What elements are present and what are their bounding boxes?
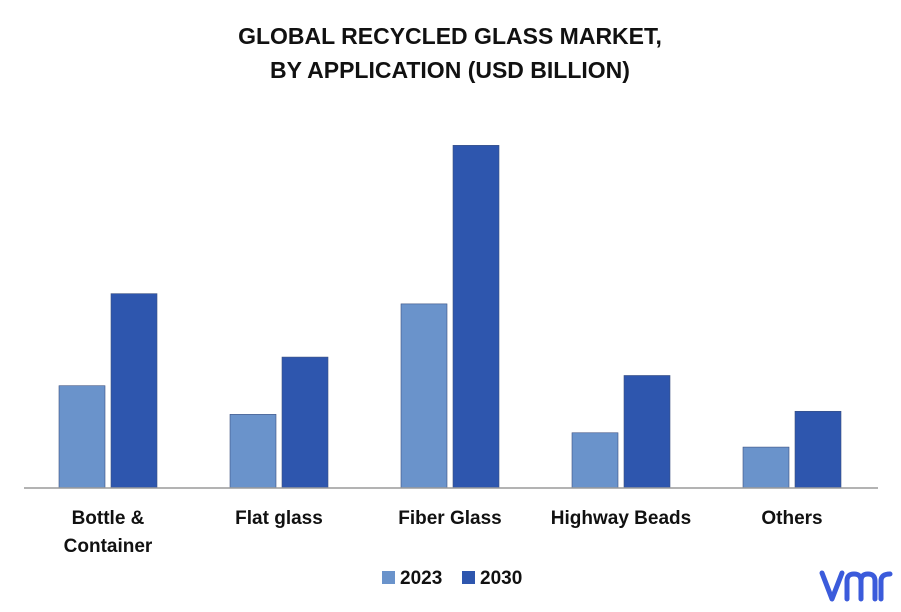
logo-m <box>844 571 878 602</box>
category-label-4: Others <box>761 508 822 529</box>
logo-v <box>819 570 845 602</box>
bar-2023-2 <box>400 303 448 489</box>
bars-group <box>58 145 842 489</box>
bar-2023-1 <box>229 414 277 489</box>
category-label-3: Highway Beads <box>551 508 691 529</box>
bar-2023-0 <box>58 385 106 489</box>
bar-2023-3 <box>571 432 619 489</box>
legend-swatch-2030 <box>462 571 475 584</box>
chart-subtitle: BY APPLICATION (USD BILLION) <box>270 57 630 83</box>
bar-2030-3 <box>623 375 671 489</box>
category-label-1: Flat glass <box>235 508 323 529</box>
chart-title: GLOBAL RECYCLED GLASS MARKET, <box>238 23 662 49</box>
legend-label-2023: 2023 <box>400 568 442 589</box>
bar-2030-0 <box>110 293 158 489</box>
legend: 2023 2030 <box>382 568 522 589</box>
category-label-2: Fiber Glass <box>398 508 502 529</box>
vmr-logo <box>819 570 893 602</box>
bar-2030-1 <box>281 356 329 489</box>
bar-2030-4 <box>794 410 842 489</box>
legend-swatch-2023 <box>382 571 395 584</box>
bar-2023-4 <box>742 446 790 489</box>
category-label-0-line-0: Bottle & <box>72 508 145 529</box>
category-labels: Bottle & Container Flat glass Fiber Glass Hi… <box>64 508 823 557</box>
bar-2030-2 <box>452 145 500 489</box>
legend-label-2030: 2030 <box>480 568 522 589</box>
logo-r <box>878 571 893 602</box>
category-label-0-line-1: Container <box>64 536 153 557</box>
